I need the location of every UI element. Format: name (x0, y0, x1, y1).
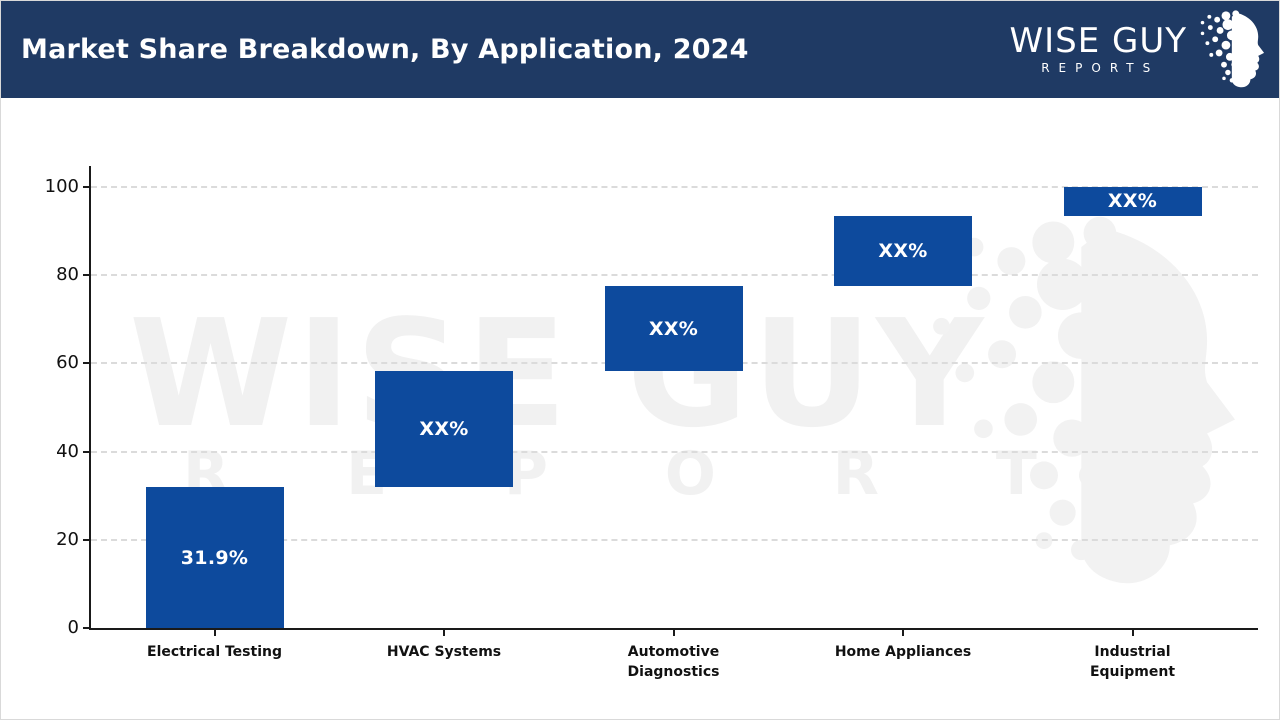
y-tick-label: 20 (56, 528, 79, 550)
waterfall-bar: XX% (375, 370, 513, 488)
y-tick-label: 40 (56, 440, 79, 462)
header-bar: Market Share Breakdown, By Application, … (1, 1, 1279, 98)
wiseguy-logo: WISE GUY REPORTS (1009, 8, 1267, 92)
category-label: Industrial Equipment (1089, 644, 1176, 681)
waterfall-bar: XX% (604, 286, 743, 371)
y-tick-mark (83, 538, 91, 541)
watermark-text-1: WISE GUY (129, 288, 988, 460)
y-tick-mark (83, 627, 91, 629)
bar-value-label: XX% (648, 317, 699, 340)
gridline (91, 450, 1258, 453)
x-tick-mark (213, 628, 216, 636)
y-tick-mark (83, 362, 91, 365)
y-tick-mark (83, 274, 91, 277)
gridline (91, 538, 1258, 541)
bar-value-label: XX% (419, 418, 469, 441)
page-title: Market Share Breakdown, By Application, … (21, 34, 749, 65)
x-tick-mark (902, 628, 904, 636)
gridline (91, 186, 1258, 188)
bar-value-label: XX% (1107, 190, 1158, 213)
y-tick-label: 100 (44, 176, 79, 197)
y-tick-mark (83, 450, 91, 453)
waterfall-bar: XX% (834, 215, 972, 287)
logo-wordmark: WISE GUY (1009, 21, 1187, 61)
category-label: HVAC Systems (386, 644, 502, 660)
category-label: Automotive Diagnostics (627, 644, 720, 681)
gridline (91, 274, 1258, 277)
x-tick-mark (443, 628, 445, 636)
head-dots-icon (1200, 9, 1265, 87)
logo-subtitle: REPORTS (1041, 61, 1160, 75)
waterfall-bar: 31.9% (145, 487, 284, 628)
y-tick-mark (83, 186, 91, 188)
category-label: Electrical Testing (147, 644, 282, 660)
y-tick-label: 0 (67, 617, 79, 638)
bar-value-label: 31.9% (180, 546, 249, 569)
plot-area: 0 20 40 60 80 100 31.9% Electrical Testing XX% HV… (45, 166, 1258, 680)
y-tick-label: 60 (56, 352, 79, 374)
waterfall-bar: XX% (1063, 187, 1202, 216)
logo-text: WISE GUY REPORTS (1009, 24, 1187, 75)
category-label: Home Appliances (834, 644, 972, 660)
y-tick-label: 80 (56, 264, 79, 286)
bar-value-label: XX% (878, 239, 928, 262)
x-tick-mark (1131, 628, 1134, 636)
x-tick-mark (672, 628, 675, 636)
